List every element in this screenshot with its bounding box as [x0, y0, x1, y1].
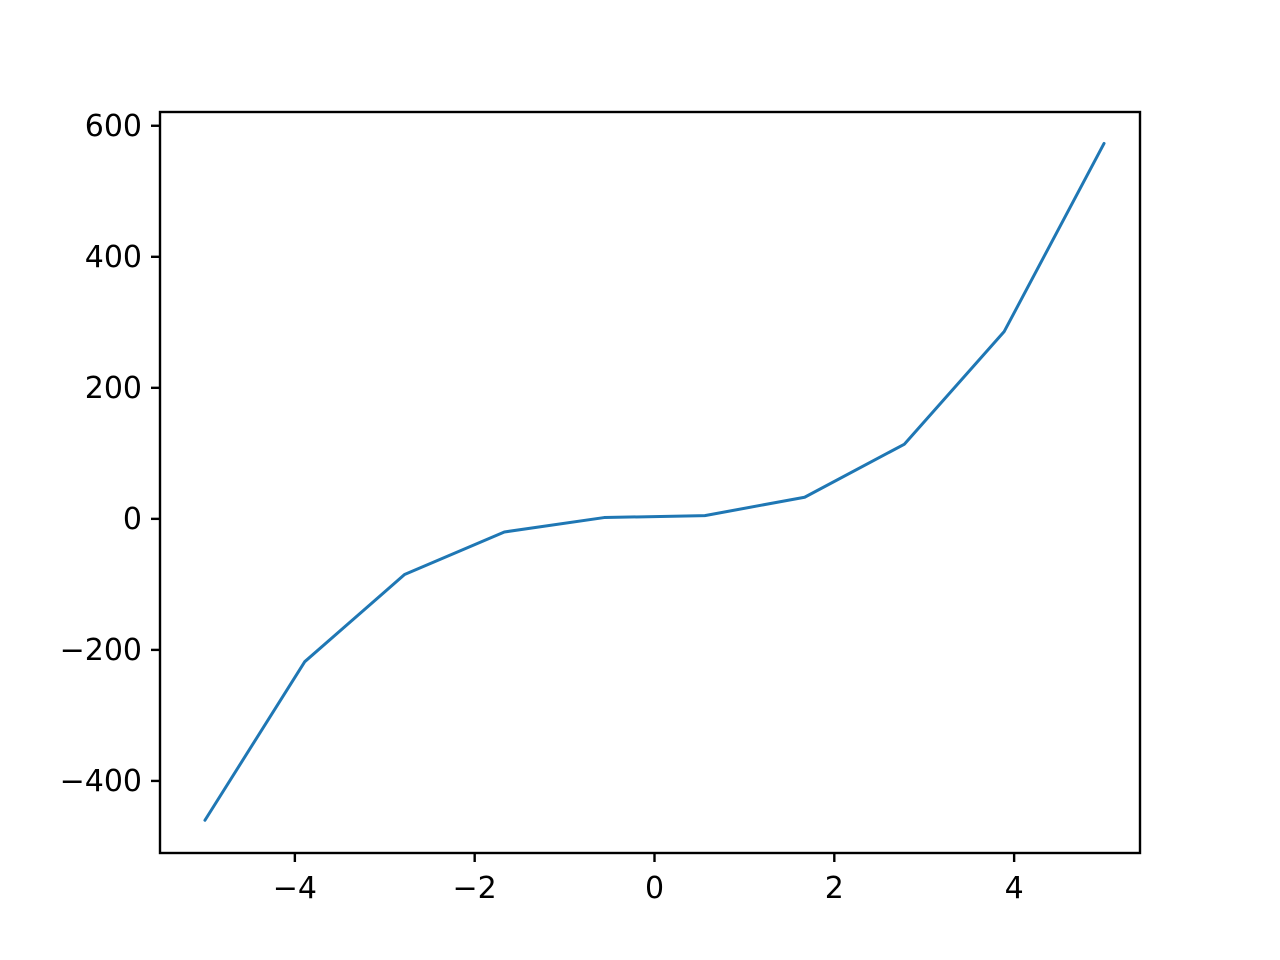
x-tick-label: −4 [273, 871, 317, 906]
axes-spines [158, 110, 1142, 855]
data-series-line [203, 141, 1106, 822]
y-tick-label: 200 [85, 371, 142, 406]
tick-marks-group [151, 124, 1016, 862]
x-tick-label: 0 [645, 871, 664, 906]
x-tick-label: 4 [1005, 871, 1024, 906]
data-lines-group [203, 141, 1106, 822]
y-tick-label: 0 [123, 502, 142, 537]
y-tick-label: 600 [85, 109, 142, 144]
axes-background [160, 112, 1140, 853]
x-tick-label: −2 [453, 871, 497, 906]
tick-labels-group: −4 −2 0 2 4 −400 −200 0 200 400 600 [60, 109, 1024, 906]
y-tick-label: −200 [60, 633, 142, 668]
y-tick-label: −400 [60, 764, 142, 799]
y-tick-label: 400 [85, 240, 142, 275]
x-tick-label: 2 [825, 871, 844, 906]
